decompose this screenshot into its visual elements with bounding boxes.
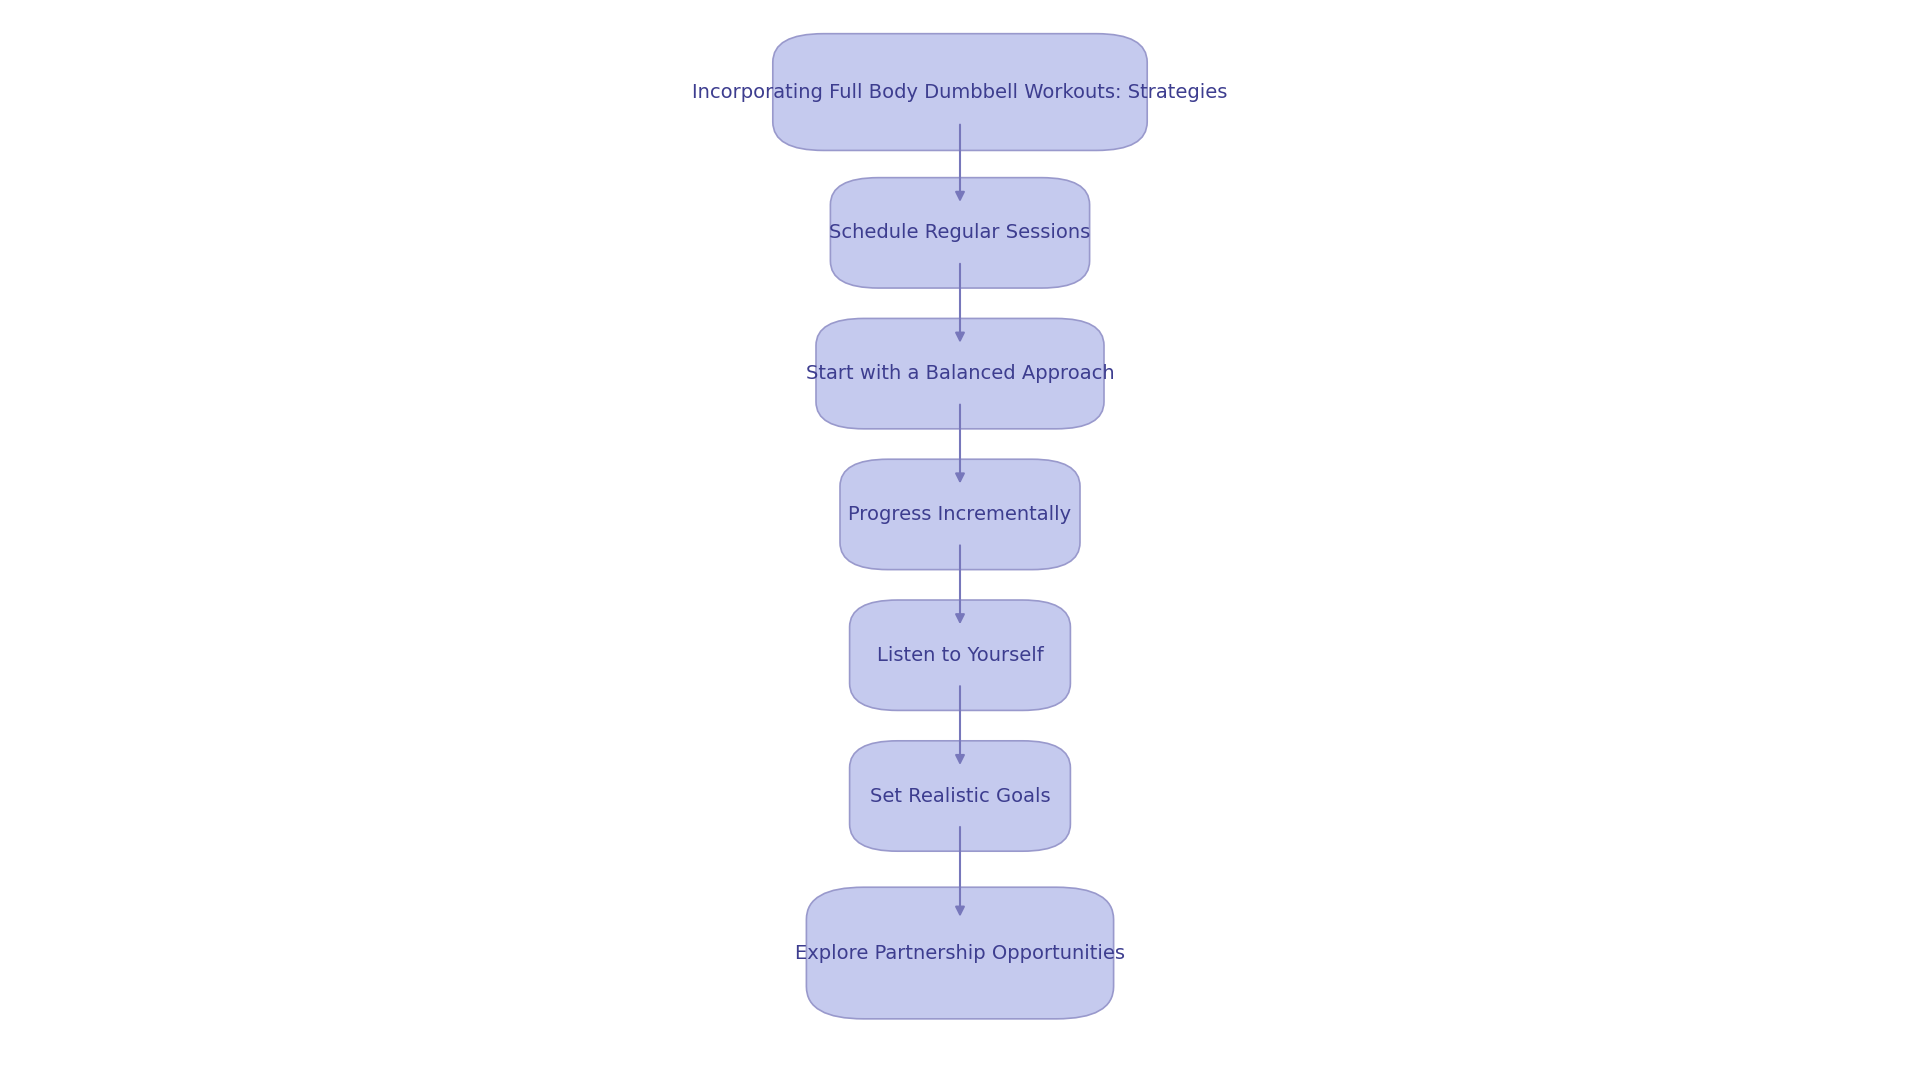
Text: Set Realistic Goals: Set Realistic Goals (870, 786, 1050, 806)
FancyBboxPatch shape (841, 459, 1079, 570)
FancyBboxPatch shape (806, 887, 1114, 1019)
FancyBboxPatch shape (816, 318, 1104, 429)
Text: Listen to Yourself: Listen to Yourself (877, 645, 1043, 665)
Text: Explore Partnership Opportunities: Explore Partnership Opportunities (795, 943, 1125, 963)
FancyBboxPatch shape (772, 34, 1146, 151)
FancyBboxPatch shape (849, 741, 1071, 851)
Text: Incorporating Full Body Dumbbell Workouts: Strategies: Incorporating Full Body Dumbbell Workout… (693, 82, 1227, 102)
Text: Schedule Regular Sessions: Schedule Regular Sessions (829, 223, 1091, 243)
Text: Start with a Balanced Approach: Start with a Balanced Approach (806, 364, 1114, 383)
Text: Progress Incrementally: Progress Incrementally (849, 505, 1071, 524)
FancyBboxPatch shape (849, 600, 1071, 710)
FancyBboxPatch shape (829, 178, 1089, 288)
